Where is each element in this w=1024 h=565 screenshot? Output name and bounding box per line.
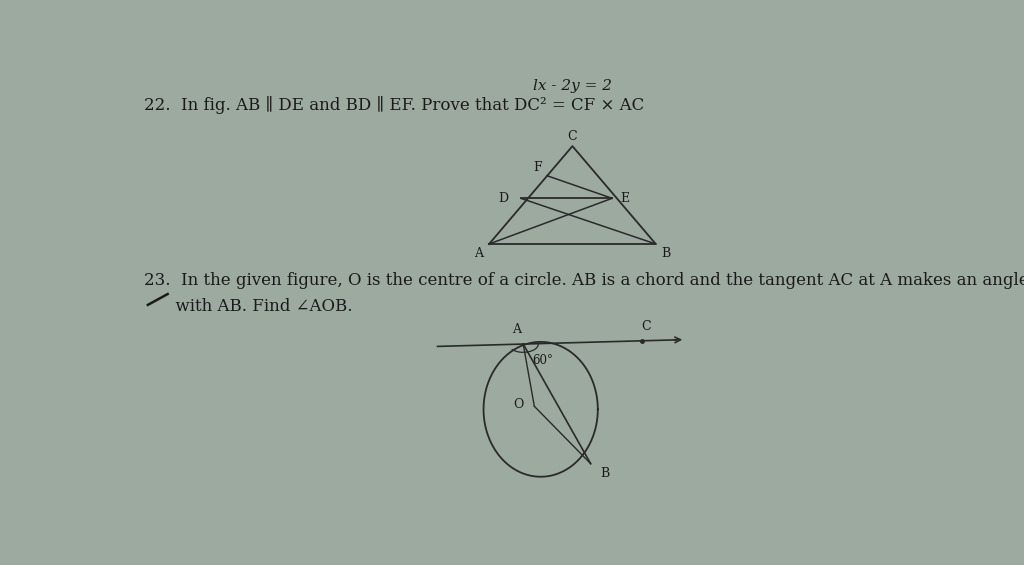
- Text: E: E: [621, 192, 630, 205]
- Text: C: C: [567, 131, 578, 144]
- Text: B: B: [662, 247, 671, 260]
- Text: 60°: 60°: [532, 354, 554, 367]
- Text: A: A: [512, 323, 521, 336]
- Text: 22.  In fig. AB ∥ DE and BD ∥ EF. Prove that DC² = CF × AC: 22. In fig. AB ∥ DE and BD ∥ EF. Prove t…: [143, 96, 644, 114]
- Text: 23.  In the given figure, O is the centre of a circle. AB is a chord and the tan: 23. In the given figure, O is the centre…: [143, 272, 1024, 289]
- Text: F: F: [534, 161, 542, 174]
- Text: with AB. Find ∠AOB.: with AB. Find ∠AOB.: [143, 298, 352, 315]
- Text: lx - 2y = 2: lx - 2y = 2: [532, 79, 612, 93]
- Text: B: B: [600, 467, 609, 480]
- Text: A: A: [474, 247, 483, 260]
- Text: C: C: [641, 320, 651, 333]
- Text: D: D: [499, 192, 509, 205]
- Text: O: O: [513, 398, 523, 411]
